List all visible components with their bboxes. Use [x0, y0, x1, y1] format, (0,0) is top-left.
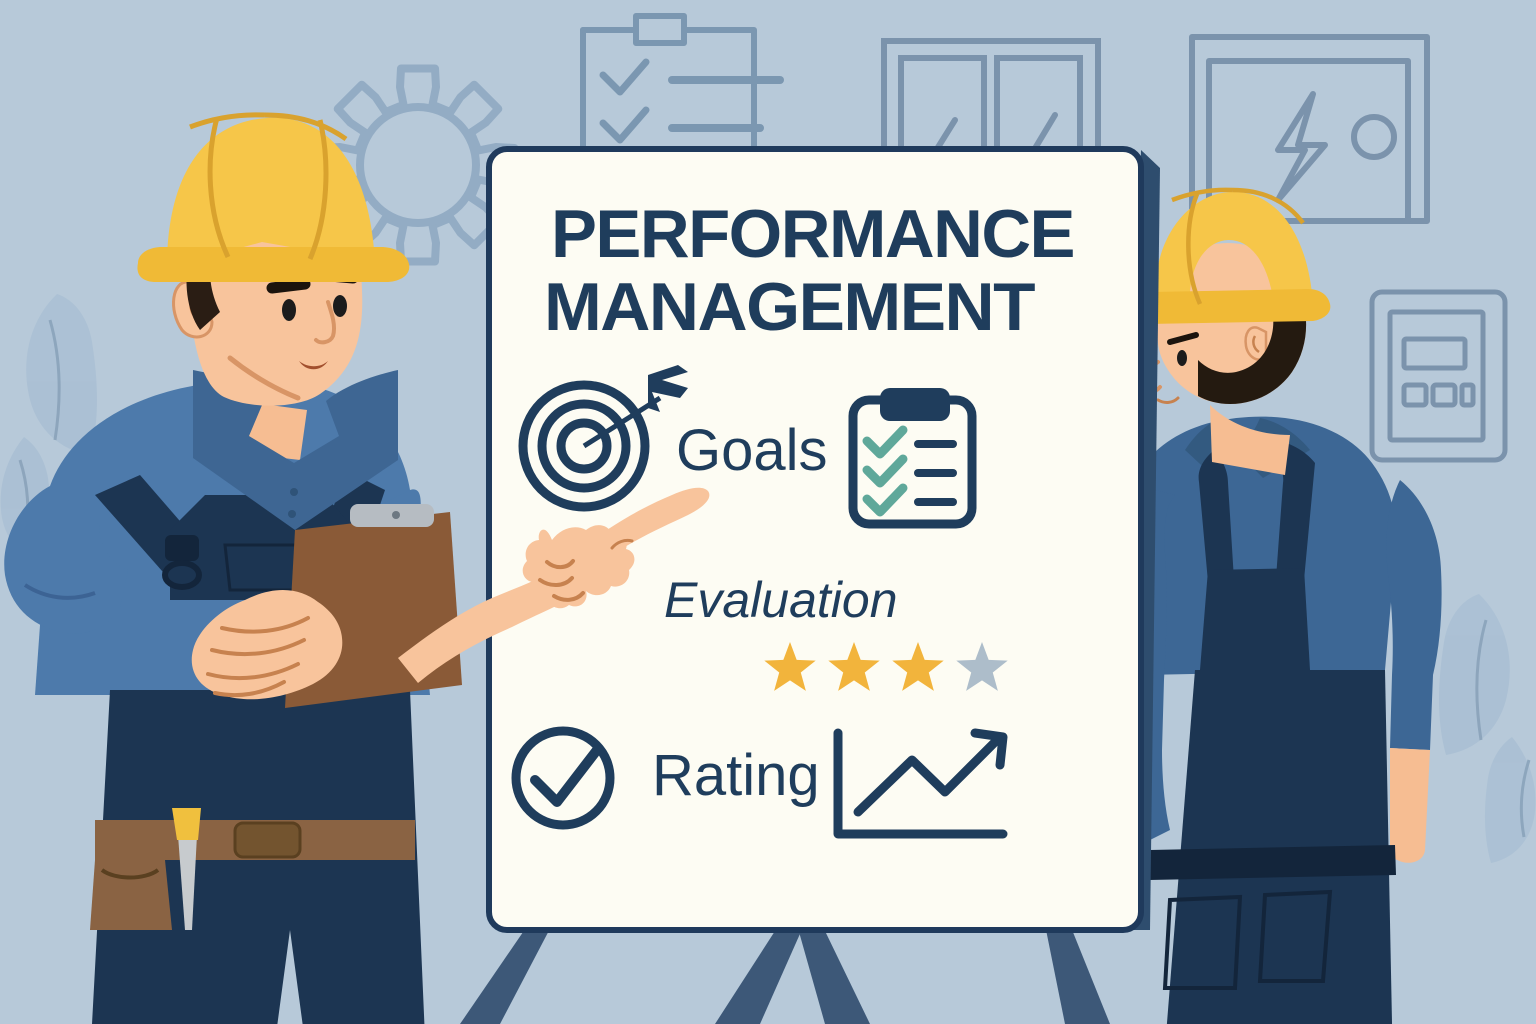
svg-text:Evaluation: Evaluation [664, 572, 898, 628]
svg-text:PERFORMANCE: PERFORMANCE [551, 196, 1074, 272]
svg-text:MANAGEMENT: MANAGEMENT [544, 269, 1035, 345]
svg-text:Goals: Goals [676, 418, 828, 483]
svg-text:Rating: Rating [652, 743, 820, 808]
